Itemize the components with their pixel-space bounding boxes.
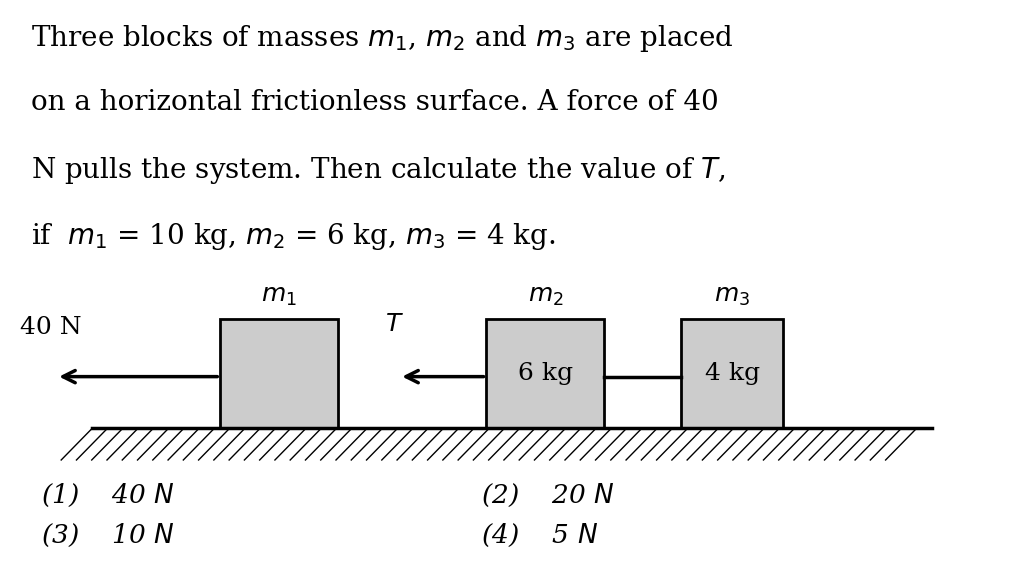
- Text: (1)    40 $N$: (1) 40 $N$: [41, 482, 175, 509]
- Text: $m_2$: $m_2$: [528, 285, 563, 308]
- Bar: [220, 319, 338, 428]
- Bar: [486, 319, 604, 428]
- Text: if  $m_1$ = 10 kg, $m_2$ = 6 kg, $m_3$ = 4 kg.: if $m_1$ = 10 kg, $m_2$ = 6 kg, $m_3$ = …: [31, 221, 555, 252]
- Text: (3)    10 $N$: (3) 10 $N$: [41, 522, 175, 549]
- Text: N pulls the system. Then calculate the value of $T$,: N pulls the system. Then calculate the v…: [31, 155, 725, 186]
- Text: 6 kg: 6 kg: [518, 362, 572, 385]
- Text: 4 kg: 4 kg: [705, 362, 760, 385]
- Text: $m_1$: $m_1$: [260, 285, 297, 308]
- Text: (4)    5 $N$: (4) 5 $N$: [481, 522, 598, 549]
- Text: Three blocks of masses $m_1$, $m_2$ and $m_3$ are placed: Three blocks of masses $m_1$, $m_2$ and …: [31, 23, 733, 54]
- Text: $T$: $T$: [385, 313, 403, 336]
- Text: 40 N: 40 N: [20, 316, 82, 339]
- Bar: [681, 319, 783, 428]
- Text: (2)    20 $N$: (2) 20 $N$: [481, 482, 615, 509]
- Text: $m_3$: $m_3$: [714, 285, 751, 308]
- Text: on a horizontal frictionless surface. A force of 40: on a horizontal frictionless surface. A …: [31, 89, 719, 116]
